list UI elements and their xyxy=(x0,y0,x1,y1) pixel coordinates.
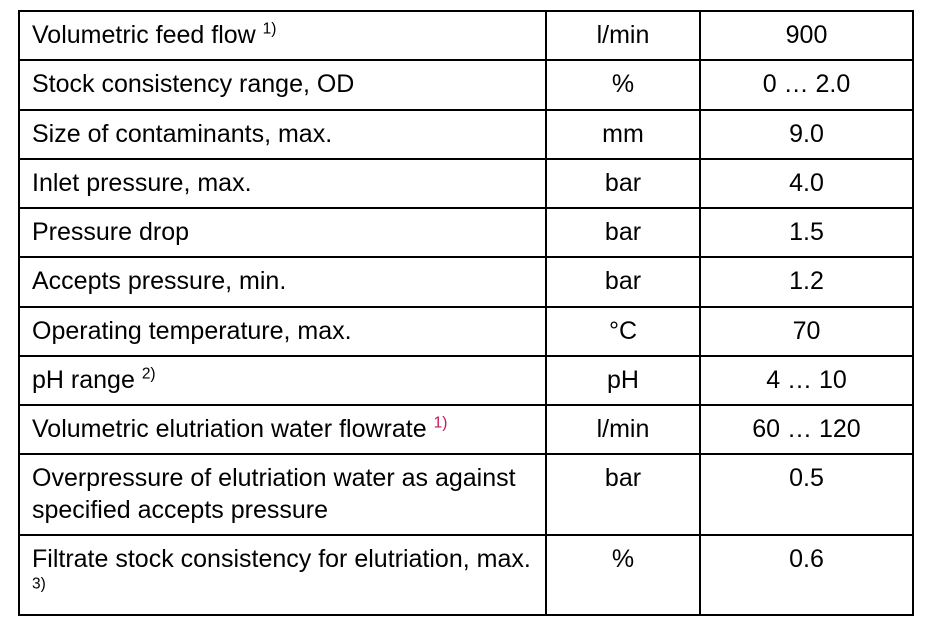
value-cell: 0 … 2.0 xyxy=(700,60,913,109)
table-row: Accepts pressure, min. bar 1.2 xyxy=(19,257,913,306)
param-cell: Overpressure of elutriation water as aga… xyxy=(19,454,546,535)
param-sup: 3) xyxy=(32,576,46,593)
param-cell: Pressure drop xyxy=(19,208,546,257)
param-cell: Stock consistency range, OD xyxy=(19,60,546,109)
value-cell: 70 xyxy=(700,307,913,356)
table-row: Inlet pressure, max. bar 4.0 xyxy=(19,159,913,208)
value-cell: 4 … 10 xyxy=(700,356,913,405)
value-cell: 60 … 120 xyxy=(700,405,913,454)
value-cell: 4.0 xyxy=(700,159,913,208)
value-cell: 9.0 xyxy=(700,110,913,159)
param-cell: Inlet pressure, max. xyxy=(19,159,546,208)
table-row: Overpressure of elutriation water as aga… xyxy=(19,454,913,535)
unit-cell: % xyxy=(546,60,700,109)
page: { "table": { "type": "table", "columns":… xyxy=(0,0,930,623)
param-text: Inlet pressure, max. xyxy=(32,169,252,197)
unit-cell: °C xyxy=(546,307,700,356)
value-cell: 1.5 xyxy=(700,208,913,257)
table-row: Volumetric elutriation water flowrate 1)… xyxy=(19,405,913,454)
param-sup: 1) xyxy=(434,415,448,432)
value-cell: 0.6 xyxy=(700,535,913,616)
table-row: Operating temperature, max. °C 70 xyxy=(19,307,913,356)
param-cell: Operating temperature, max. xyxy=(19,307,546,356)
param-text: Filtrate stock consistency for elutriati… xyxy=(32,545,531,573)
param-text: Volumetric elutriation water flowrate xyxy=(32,415,427,443)
param-text: Operating temperature, max. xyxy=(32,317,352,345)
table-row: Filtrate stock consistency for elutriati… xyxy=(19,535,913,616)
table-row: Volumetric feed flow 1) l/min 900 xyxy=(19,11,913,60)
param-cell: Accepts pressure, min. xyxy=(19,257,546,306)
param-text: Overpressure of elutriation water as aga… xyxy=(32,464,516,523)
unit-cell: pH xyxy=(546,356,700,405)
param-cell: Filtrate stock consistency for elutriati… xyxy=(19,535,546,616)
param-cell: Size of contaminants, max. xyxy=(19,110,546,159)
unit-cell: bar xyxy=(546,208,700,257)
param-cell: pH range 2) xyxy=(19,356,546,405)
value-cell: 900 xyxy=(700,11,913,60)
table-row: pH range 2) pH 4 … 10 xyxy=(19,356,913,405)
table-row: Pressure drop bar 1.5 xyxy=(19,208,913,257)
unit-cell: bar xyxy=(546,454,700,535)
param-text: pH range xyxy=(32,366,135,394)
value-cell: 0.5 xyxy=(700,454,913,535)
unit-cell: mm xyxy=(546,110,700,159)
table-row: Stock consistency range, OD % 0 … 2.0 xyxy=(19,60,913,109)
unit-cell: bar xyxy=(546,159,700,208)
param-text: Volumetric feed flow xyxy=(32,21,256,49)
param-sup: 1) xyxy=(263,21,277,38)
table-row: Size of contaminants, max. mm 9.0 xyxy=(19,110,913,159)
param-sup: 2) xyxy=(142,365,156,382)
unit-cell: l/min xyxy=(546,11,700,60)
unit-cell: % xyxy=(546,535,700,616)
param-text: Stock consistency range, OD xyxy=(32,70,354,98)
param-cell: Volumetric feed flow 1) xyxy=(19,11,546,60)
param-text: Size of contaminants, max. xyxy=(32,120,332,148)
param-cell: Volumetric elutriation water flowrate 1) xyxy=(19,405,546,454)
unit-cell: l/min xyxy=(546,405,700,454)
spec-table: Volumetric feed flow 1) l/min 900 Stock … xyxy=(18,10,914,616)
value-cell: 1.2 xyxy=(700,257,913,306)
param-text: Accepts pressure, min. xyxy=(32,267,286,295)
param-text: Pressure drop xyxy=(32,218,189,246)
unit-cell: bar xyxy=(546,257,700,306)
